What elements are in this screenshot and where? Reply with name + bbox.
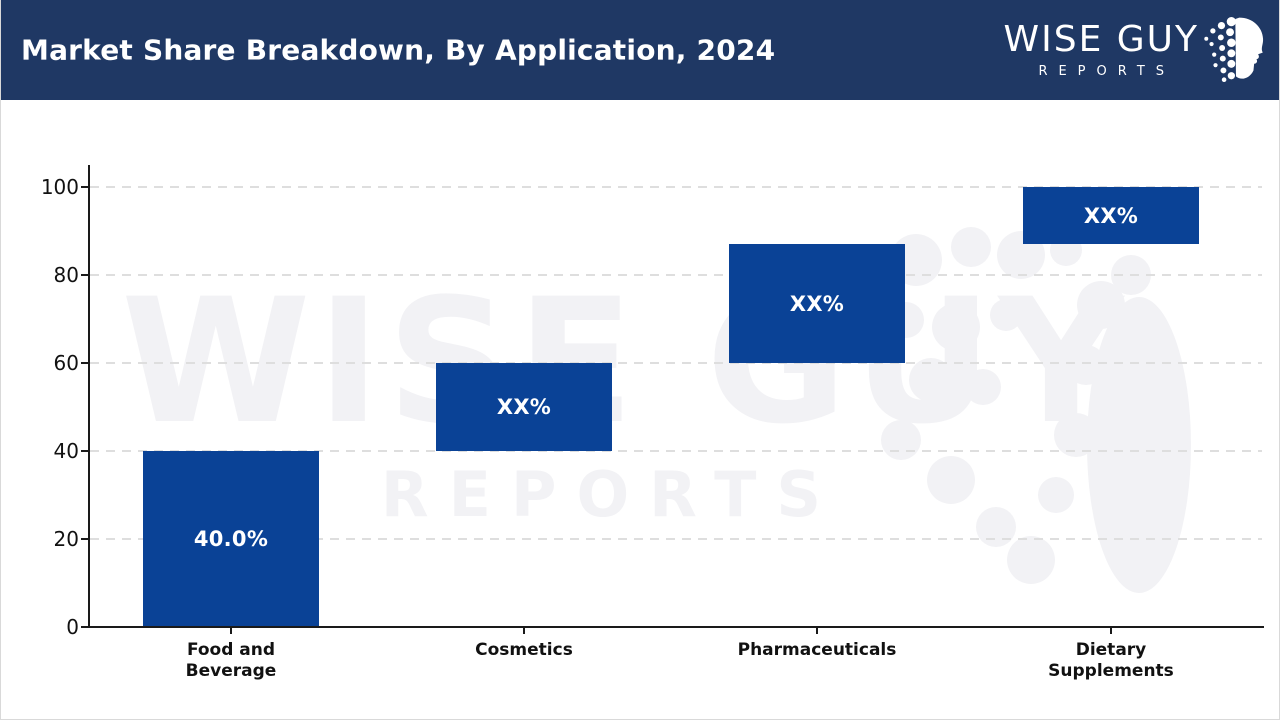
x-axis-category-label: Pharmaceuticals bbox=[737, 640, 897, 660]
x-axis-tick-mark bbox=[230, 628, 232, 634]
y-axis-tick-mark bbox=[81, 450, 89, 452]
y-axis-tick-label: 0 bbox=[66, 615, 79, 639]
bar-food-and-beverage: 40.0% bbox=[143, 451, 319, 627]
y-axis-tick-mark bbox=[81, 626, 89, 628]
bar-value-label: XX% bbox=[789, 291, 845, 316]
gridline-20 bbox=[90, 538, 1262, 540]
y-axis-tick-mark bbox=[81, 274, 89, 276]
x-axis-category-label: Dietary Supplements bbox=[1048, 640, 1174, 681]
logo-wordmark: WISE GUY bbox=[1003, 19, 1199, 60]
wise-guy-reports-logo: WISE GUY REPORTS bbox=[1004, 8, 1268, 92]
gridline-60 bbox=[90, 362, 1262, 364]
y-axis-tick-label: 20 bbox=[53, 527, 79, 551]
chart-title: Market Share Breakdown, By Application, … bbox=[21, 33, 776, 67]
header-bar: Market Share Breakdown, By Application, … bbox=[1, 0, 1279, 100]
logo-subtext: REPORTS bbox=[1038, 64, 1176, 79]
y-axis-tick-label: 80 bbox=[53, 263, 79, 287]
x-axis-tick-mark bbox=[523, 628, 525, 634]
x-axis-category-label: Food and Beverage bbox=[185, 640, 277, 681]
y-axis-tick-label: 40 bbox=[53, 439, 79, 463]
wise-guy-head-icon bbox=[1204, 17, 1264, 83]
logo-text: WISE GUY REPORTS bbox=[1003, 19, 1200, 79]
x-axis-tick-mark bbox=[816, 628, 818, 634]
bar-dietary-supplements: XX% bbox=[1023, 187, 1199, 245]
y-axis-tick-mark bbox=[81, 538, 89, 540]
y-axis-tick-mark bbox=[81, 186, 89, 188]
x-axis-line bbox=[88, 626, 1264, 628]
bar-cosmetics: XX% bbox=[436, 363, 612, 451]
y-axis-line bbox=[88, 165, 90, 628]
bar-value-label: 40.0% bbox=[193, 527, 269, 551]
bar-pharmaceuticals: XX% bbox=[729, 244, 905, 363]
y-axis-tick-mark bbox=[81, 362, 89, 364]
bar-value-label: XX% bbox=[496, 395, 552, 419]
gridline-80 bbox=[90, 274, 1262, 276]
gridline-40 bbox=[90, 450, 1262, 452]
bar-value-label: XX% bbox=[1083, 203, 1139, 228]
y-axis-tick-label: 100 bbox=[40, 175, 79, 199]
x-axis-category-label: Cosmetics bbox=[475, 640, 573, 660]
x-axis-tick-mark bbox=[1110, 628, 1112, 634]
gridline-100 bbox=[90, 186, 1262, 188]
y-axis-tick-label: 60 bbox=[53, 351, 79, 375]
